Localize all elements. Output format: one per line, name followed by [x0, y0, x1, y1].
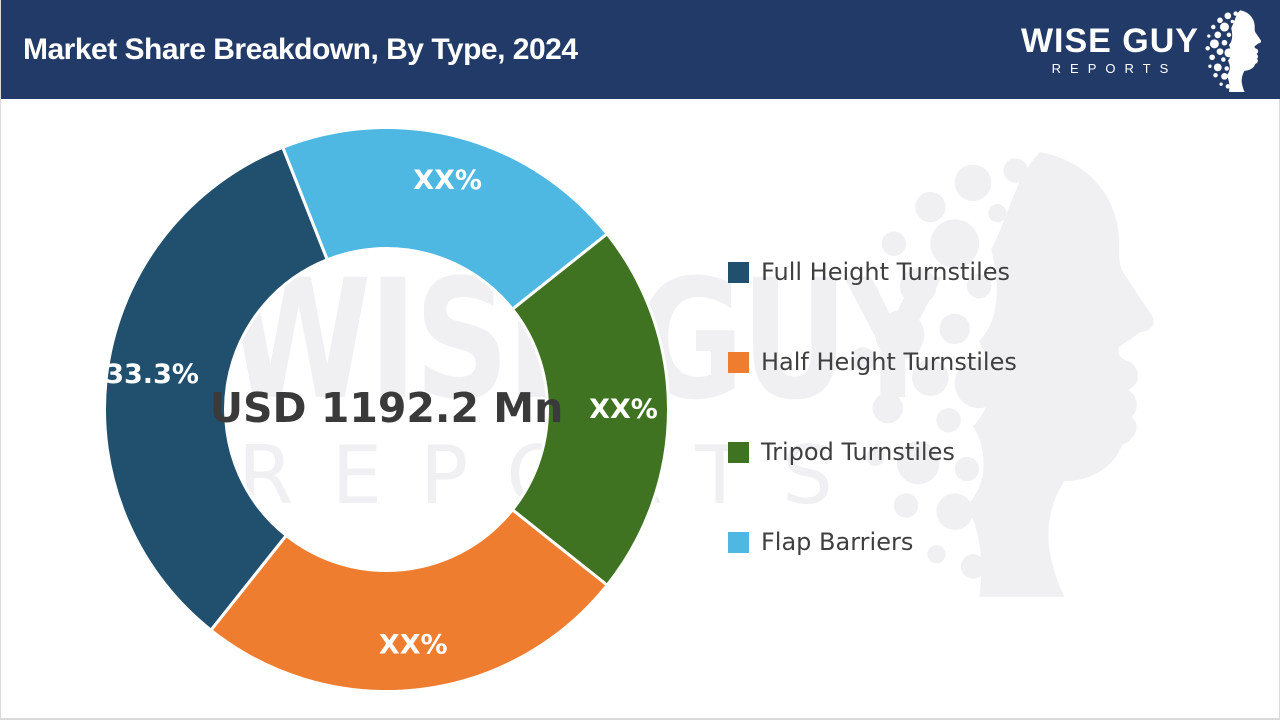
slice-full-height-turnstiles	[103, 145, 329, 632]
center-value-label: USD 1192.2 Mn	[210, 384, 564, 432]
wiseguy-logo: WISE GUY REPORTS	[1021, 7, 1265, 93]
wiseguy-face-icon	[1203, 8, 1265, 92]
slice-flap-barriers	[281, 126, 609, 311]
legend-label-half-height-turnstiles: Half Height Turnstiles	[761, 348, 1017, 376]
slice-label-tripod-turnstiles: XX%	[589, 394, 658, 425]
legend-swatch-half-height-turnstiles	[728, 351, 749, 373]
legend-swatch-full-height-turnstiles	[728, 261, 749, 283]
wiseguy-logo-line1: WISE GUY	[1020, 22, 1199, 61]
legend-label-flap-barriers: Flap Barriers	[761, 528, 914, 556]
legend-label-full-height-turnstiles: Full Height Turnstiles	[761, 258, 1011, 286]
donut-chart: XX% XX% XX% 33.3% USD 1192.2 Mn	[103, 126, 670, 693]
wiseguy-logo-text: WISE GUY REPORTS	[1020, 22, 1199, 76]
legend-item-tripod-turnstiles: Tripod Turnstiles	[728, 439, 1017, 465]
legend-item-full-height-turnstiles: Full Height Turnstiles	[728, 259, 1017, 285]
slice-label-flap-barriers: XX%	[413, 165, 482, 196]
slice-label-full-height-turnstiles: 33.3%	[105, 359, 199, 390]
wiseguy-logo-line2: REPORTS	[1051, 60, 1178, 76]
slice-half-height-turnstiles	[209, 508, 609, 693]
legend-item-half-height-turnstiles: Half Height Turnstiles	[728, 349, 1017, 375]
legend-label-tripod-turnstiles: Tripod Turnstiles	[761, 438, 955, 466]
legend-swatch-tripod-turnstiles	[728, 441, 749, 463]
page-title: Market Share Breakdown, By Type, 2024	[23, 32, 578, 66]
donut-slice-labels: XX% XX% XX% 33.3%	[105, 165, 658, 660]
legend-item-flap-barriers: Flap Barriers	[728, 529, 1017, 555]
donut-slices	[103, 126, 670, 693]
legend-swatch-flap-barriers	[728, 531, 749, 553]
slice-label-half-height-turnstiles: XX%	[379, 629, 448, 660]
chart-legend: Full Height Turnstiles Half Height Turnst…	[728, 259, 1017, 619]
header-bar: Market Share Breakdown, By Type, 2024 WI…	[1, 0, 1280, 99]
slice-tripod-turnstiles	[510, 232, 670, 587]
